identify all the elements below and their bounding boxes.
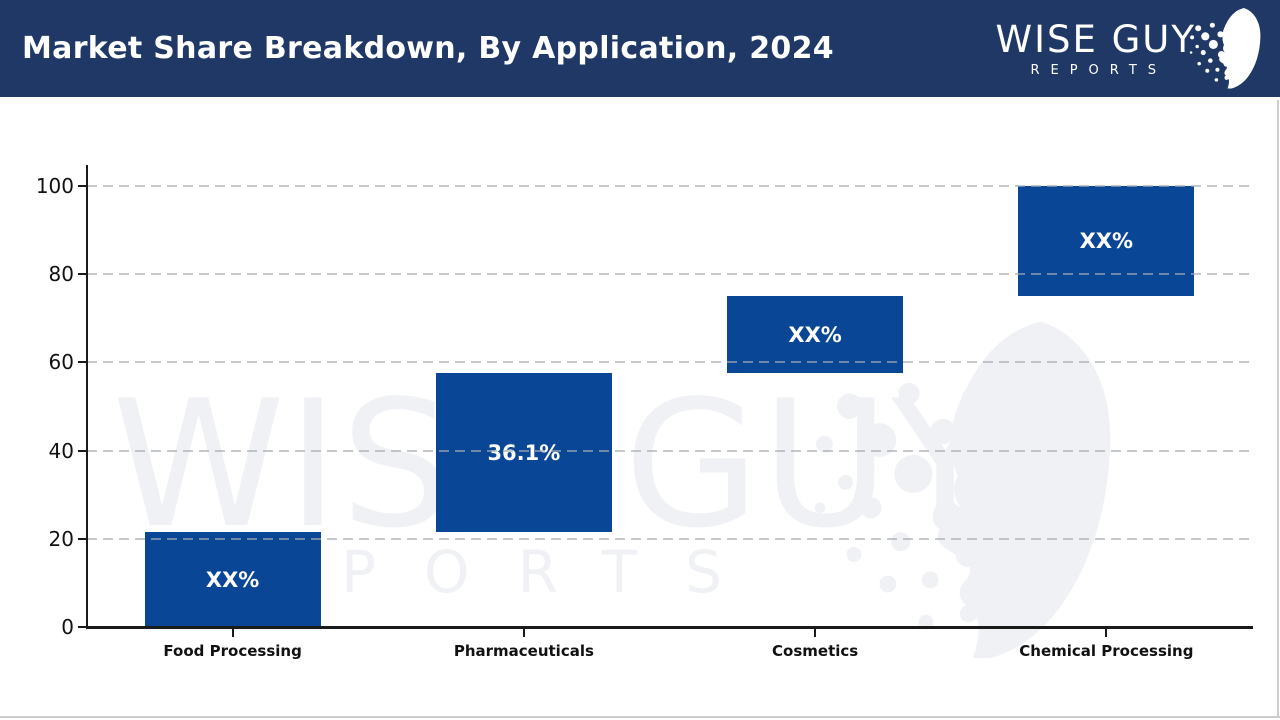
gridline: [87, 185, 1252, 187]
wise-guy-logo: WISE GUY REPORTS: [996, 6, 1268, 92]
bar-value-label: XX%: [788, 322, 842, 347]
gridline: [87, 449, 1252, 452]
y-tick-mark: [78, 626, 87, 628]
y-tick-label: 40: [48, 438, 74, 463]
y-tick-mark: [78, 449, 87, 452]
x-tick-label: Cosmetics: [772, 642, 859, 660]
x-tick-label: Food Processing: [163, 642, 302, 660]
x-tick-label: Chemical Processing: [1019, 642, 1194, 660]
gridline: [87, 273, 1252, 276]
x-tick-label: Pharmaceuticals: [453, 642, 594, 660]
x-tick-mark: [814, 629, 817, 637]
frame-border-bottom: [0, 716, 1280, 718]
y-tick-label: 60: [48, 350, 74, 375]
header-bar: Market Share Breakdown, By Application, …: [0, 0, 1280, 97]
bar: XX%: [1018, 186, 1195, 297]
y-tick-mark: [78, 273, 87, 276]
y-tick-mark: [78, 537, 87, 540]
y-tick-label: 100: [35, 174, 74, 198]
y-tick-mark: [78, 185, 87, 187]
x-axis: [86, 626, 1253, 629]
y-tick-label: 20: [48, 526, 74, 551]
y-tick-label: 80: [48, 262, 74, 287]
bar-value-label: XX%: [205, 567, 260, 592]
bar: 36.1%: [435, 372, 612, 533]
logo-sub-label: REPORTS: [1030, 62, 1168, 78]
logo-text: WISE GUY REPORTS: [996, 21, 1196, 77]
watermark-face-icon: [814, 321, 1111, 659]
frame-border-right: [1277, 100, 1279, 718]
x-tick-mark: [231, 629, 234, 637]
bar-value-label: XX%: [1079, 229, 1134, 254]
x-tick-mark: [1105, 629, 1108, 637]
x-tick-mark: [522, 629, 525, 637]
logo-name-label: WISE GUY: [995, 17, 1196, 61]
y-axis: [86, 165, 88, 628]
gridline: [87, 361, 1252, 364]
y-tick-label: 0: [61, 615, 74, 639]
page-title: Market Share Breakdown, By Application, …: [22, 31, 834, 66]
dotted-face-icon: [1189, 7, 1261, 88]
bar: XX%: [144, 532, 321, 627]
y-tick-mark: [78, 361, 87, 364]
bar: XX%: [727, 296, 904, 373]
gridline: [87, 537, 1252, 540]
chart-area: WISE GUY REPORTS 0 20 40 60 80 100 XX% Food Pro…: [0, 97, 1280, 720]
bar-value-label: 36.1%: [487, 440, 561, 465]
